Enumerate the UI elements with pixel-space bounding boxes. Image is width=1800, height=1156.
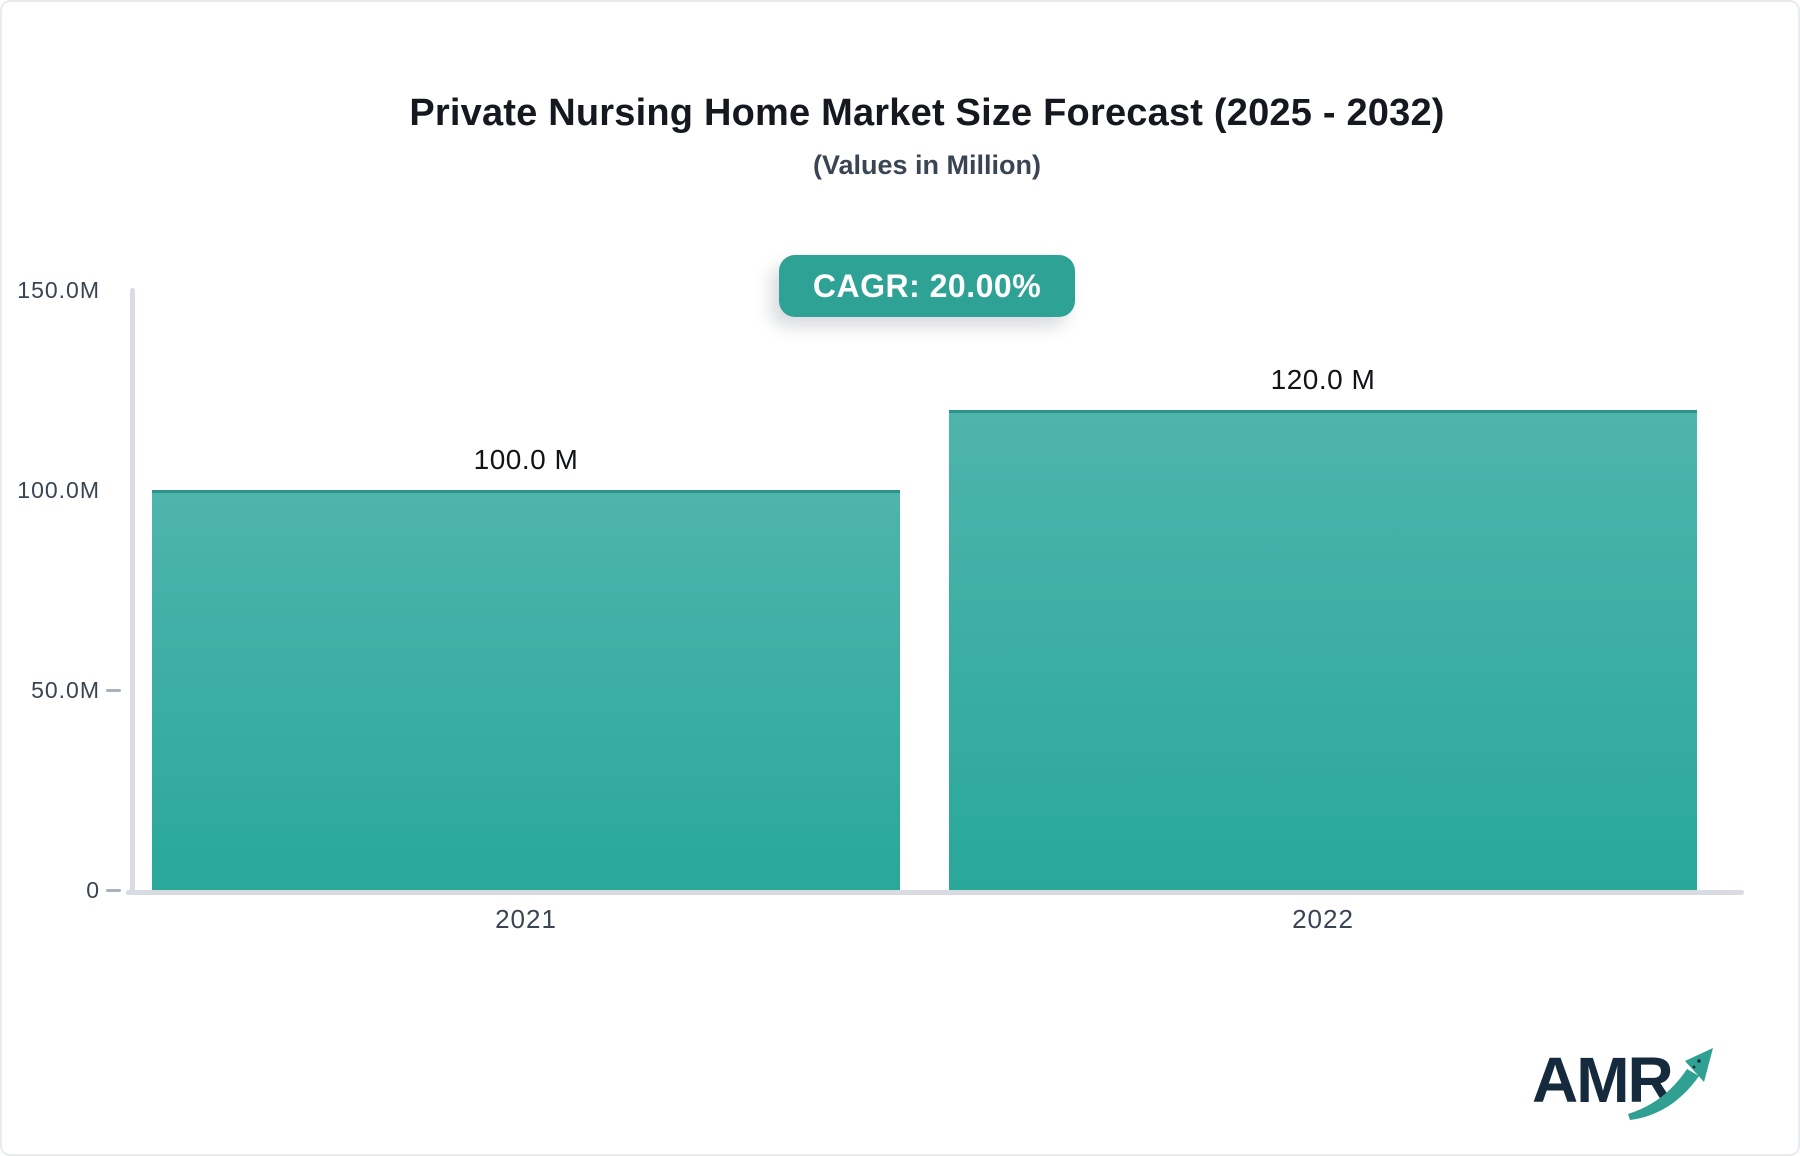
cagr-badge: CAGR: 20.00%: [779, 255, 1075, 317]
logo-dot: [1692, 1065, 1696, 1069]
y-tick-label: 50.0M: [31, 677, 100, 703]
y-tick-dash: [106, 889, 121, 892]
amr-logo-arrow-swoosh: [1628, 1069, 1699, 1120]
cagr-badge-label: CAGR: 20.00%: [812, 267, 1042, 304]
bar-2021: [152, 490, 900, 890]
amr-logo: AMR: [1532, 1044, 1713, 1120]
amr-logo-text: AMR: [1532, 1044, 1673, 1116]
chart-subtitle: (Values in Million): [812, 150, 1042, 180]
x-axis-category-label: 2022: [1292, 904, 1354, 934]
y-tick-label: 0: [86, 877, 100, 903]
y-tick-label: 150.0M: [17, 277, 100, 303]
y-tick-label: 100.0M: [17, 477, 100, 503]
x-axis-line: [126, 890, 1744, 895]
bar-2022: [949, 410, 1697, 890]
bar-value-label: 100.0 M: [473, 444, 579, 475]
x-axis-category-label: 2021: [495, 904, 557, 934]
bar-value-label: 120.0 M: [1270, 364, 1376, 395]
y-tick-dash: [106, 689, 121, 692]
y-axis-line: [130, 288, 135, 895]
logo-dot: [1697, 1059, 1701, 1063]
amr-logo-arrow-head: [1685, 1048, 1713, 1082]
chart-title: Private Nursing Home Market Size Forecas…: [409, 92, 1445, 134]
